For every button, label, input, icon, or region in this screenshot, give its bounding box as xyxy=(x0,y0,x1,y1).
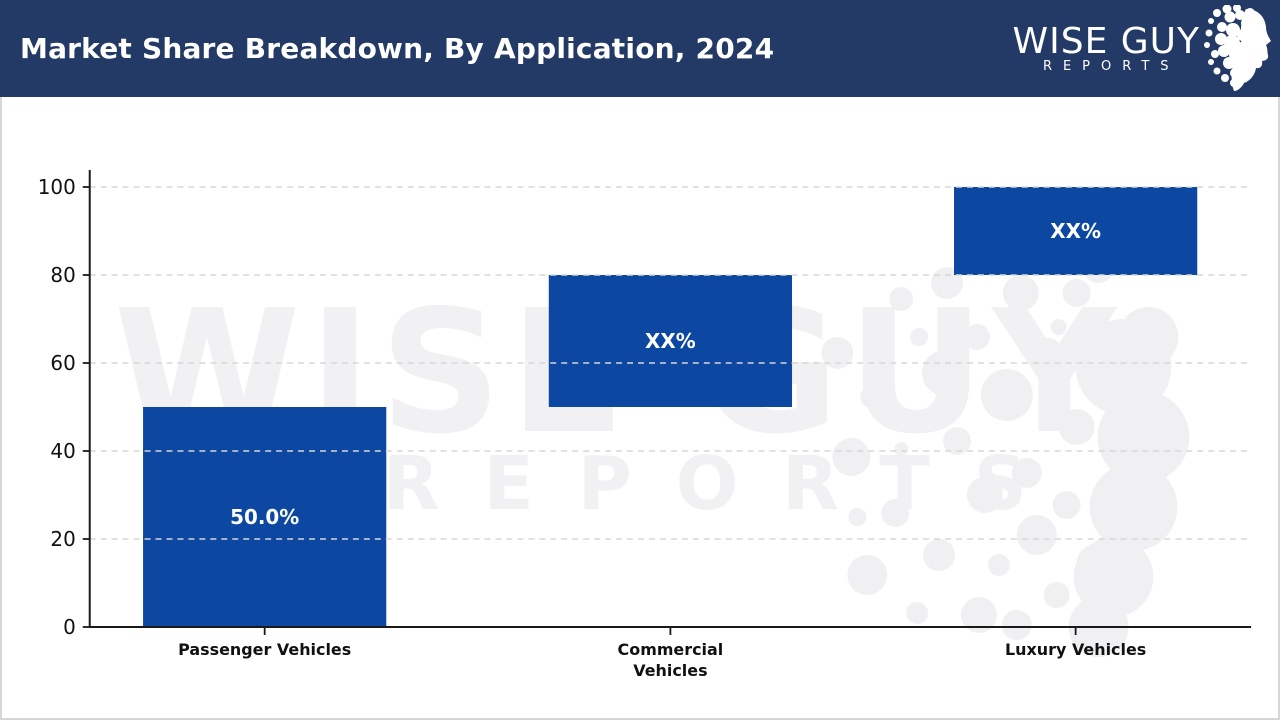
gridlines-group xyxy=(89,186,1252,540)
watermark-dot xyxy=(1043,582,1070,608)
watermark-dot xyxy=(906,602,929,624)
watermark-dot xyxy=(821,337,854,369)
watermark-dot xyxy=(860,386,883,408)
watermark-dot xyxy=(980,369,1033,421)
bar-value-label: XX% xyxy=(645,329,696,353)
market-share-bar-chart: WISE GUY REPORTS 50.0% XX% XX% 0 20 40 60 80 100… xyxy=(38,170,1252,680)
x-category-label: Passenger Vehicles xyxy=(178,640,351,659)
watermark-dot xyxy=(966,477,1003,513)
watermark: WISE GUY REPORTS xyxy=(114,245,1190,657)
logo-wordmark-line2: REPORTS xyxy=(1042,59,1180,75)
bar xyxy=(548,275,793,407)
chart-area: WISE GUY REPORTS 50.0% XX% XX% 0 20 40 60 80 100… xyxy=(0,97,1280,720)
y-tick-label: 100 xyxy=(38,175,76,199)
watermark-dot xyxy=(960,597,997,633)
bar xyxy=(954,187,1198,275)
watermark-dot xyxy=(910,328,929,346)
chart-title: Market Share Breakdown, By Application, … xyxy=(20,32,775,65)
watermark-dot xyxy=(1002,275,1039,311)
watermark-dot xyxy=(963,324,990,350)
watermark-dot xyxy=(922,350,968,396)
logo-wordmark: WISE GUY REPORTS xyxy=(1012,20,1201,75)
watermark-dot xyxy=(1050,319,1067,335)
watermark-dot xyxy=(1118,307,1179,367)
watermark-dot xyxy=(1029,338,1064,372)
watermark-dot xyxy=(1058,409,1095,445)
watermark-dot xyxy=(1052,491,1081,519)
watermark-dot xyxy=(1097,391,1190,483)
watermark-dot xyxy=(923,539,956,571)
y-tick-label: 0 xyxy=(63,615,76,639)
watermark-dot xyxy=(1001,610,1032,640)
watermark-dot xyxy=(1011,458,1042,488)
header-bar: Market Share Breakdown, By Application, … xyxy=(0,0,1280,97)
bar xyxy=(143,407,387,627)
watermark-dot xyxy=(987,554,1010,576)
axes-group xyxy=(82,170,1252,635)
wise-guy-logo: WISE GUY REPORTS xyxy=(1012,4,1275,93)
watermark-dot xyxy=(1073,537,1154,617)
y-tick-label: 60 xyxy=(50,351,75,375)
bars-group xyxy=(143,187,1198,627)
watermark-dot xyxy=(1062,279,1091,307)
watermark-dot xyxy=(1089,463,1178,551)
watermark-dot xyxy=(1016,515,1057,555)
logo-head-icon xyxy=(1204,4,1271,91)
watermark-wordmark-line2: REPORTS xyxy=(383,441,1071,527)
watermark-dot xyxy=(832,438,871,476)
watermark-dot xyxy=(881,499,910,527)
watermark-dot xyxy=(847,555,888,595)
x-category-label: Commercial xyxy=(618,640,724,659)
x-category-label: Vehicles xyxy=(633,661,707,680)
watermark-dot xyxy=(848,508,867,526)
y-tick-label: 20 xyxy=(50,527,75,551)
labels-group: 50.0% XX% XX% 0 20 40 60 80 100 Passenger Vehicle… xyxy=(38,175,1147,680)
y-tick-label: 80 xyxy=(50,263,75,287)
y-tick-label: 40 xyxy=(50,439,75,463)
bar-value-label: 50.0% xyxy=(230,505,299,529)
watermark-dot xyxy=(943,427,971,455)
bar-value-label: XX% xyxy=(1050,219,1101,243)
watermark-head-icon xyxy=(821,245,1190,657)
logo-wordmark-line1: WISE GUY xyxy=(1012,20,1200,62)
watermark-dot xyxy=(894,442,909,456)
watermark-dot xyxy=(889,287,914,311)
x-category-label: Luxury Vehicles xyxy=(1005,640,1146,659)
